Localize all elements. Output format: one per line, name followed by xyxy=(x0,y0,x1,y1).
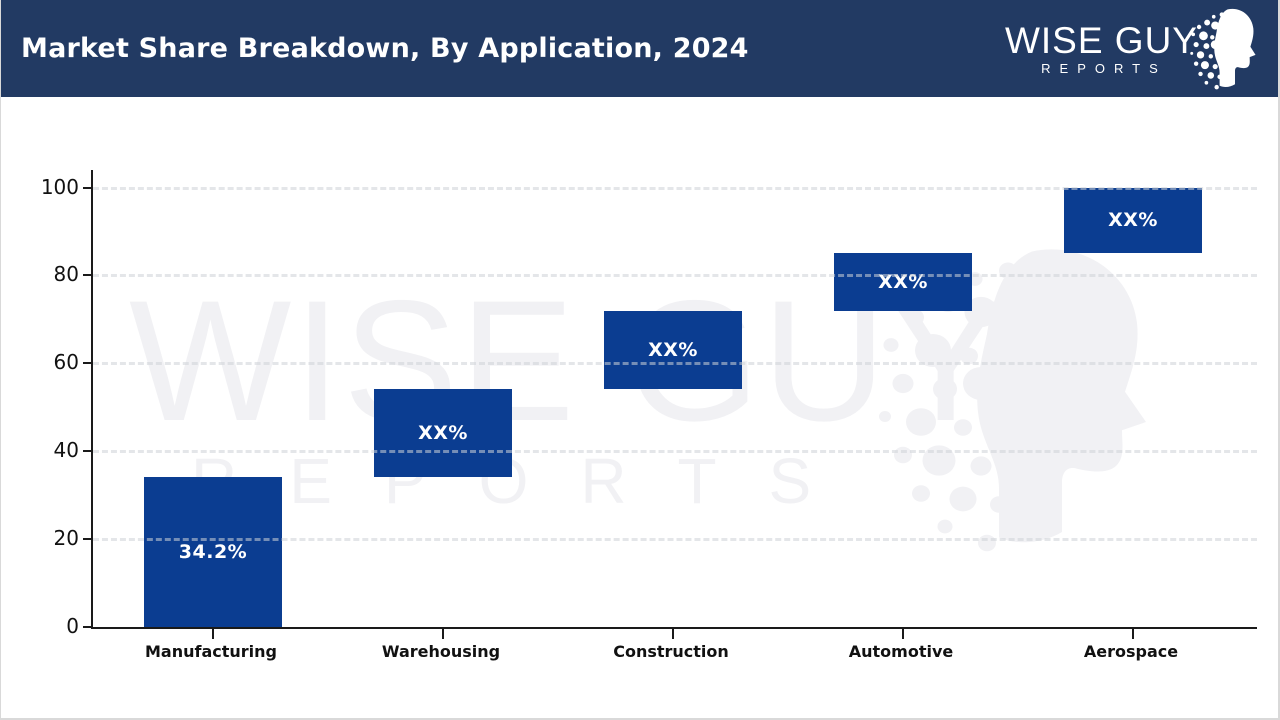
brand-logo: WISE GUY REPORTS xyxy=(1005,5,1264,93)
brand-name: WISE GUY xyxy=(1004,20,1198,61)
bar-construction: XX% xyxy=(604,310,742,389)
y-axis-tick xyxy=(83,186,91,189)
x-axis-tick xyxy=(1132,629,1134,639)
bar-value-label: 34.2% xyxy=(178,540,248,563)
gridline-100 xyxy=(93,186,1257,190)
x-axis-label-warehousing: Warehousing xyxy=(381,642,501,661)
gridline-40 xyxy=(93,450,1257,454)
bar-manufacturing: 34.2% xyxy=(144,476,282,627)
gridline-20 xyxy=(93,538,1257,542)
bar-value-label: XX% xyxy=(648,338,698,361)
x-axis-tick xyxy=(442,629,444,639)
x-axis-tick xyxy=(672,629,674,639)
y-axis-tick xyxy=(83,450,91,453)
y-axis-tick xyxy=(83,362,91,365)
y-axis-label: 60 xyxy=(53,350,79,375)
gridline-80 xyxy=(93,274,1257,278)
y-axis-tick xyxy=(83,626,91,628)
y-axis-label: 40 xyxy=(53,438,79,463)
y-axis-label: 80 xyxy=(53,262,79,287)
bar-automotive: XX% xyxy=(834,252,972,311)
plot-area: 34.2% XX% XX% XX% XX% xyxy=(83,170,1257,639)
x-axis-label-aerospace: Aerospace xyxy=(1083,642,1179,661)
brand-subtitle: REPORTS xyxy=(1041,61,1167,76)
bar-value-label: XX% xyxy=(1108,209,1158,232)
y-axis-label: 100 xyxy=(40,174,79,199)
brand-logo-text: WISE GUY REPORTS xyxy=(1005,22,1198,75)
bar-value-label: XX% xyxy=(418,421,468,444)
x-axis-label-automotive: Automotive xyxy=(848,642,954,661)
y-axis-label: 0 xyxy=(66,614,79,638)
gridline-60 xyxy=(93,362,1257,366)
page-title: Market Share Breakdown, By Application, … xyxy=(21,33,749,64)
x-axis-label-manufacturing: Manufacturing xyxy=(145,642,277,661)
bar-aerospace: XX% xyxy=(1064,187,1202,253)
brand-head-icon xyxy=(1190,8,1256,89)
y-axis-tick xyxy=(83,538,91,541)
x-axis-tick xyxy=(902,629,904,639)
y-axis-tick xyxy=(83,274,91,277)
x-axis-tick xyxy=(212,629,214,639)
bar-warehousing: XX% xyxy=(374,388,512,477)
header: Market Share Breakdown, By Application, … xyxy=(1,0,1278,97)
x-axis-label-construction: Construction xyxy=(613,642,729,661)
y-axis-label: 20 xyxy=(53,526,79,551)
chart-region: WISE GUY REPORTS 34.2% XX% XX% XX% XX% 0 20 40… xyxy=(1,97,1278,718)
